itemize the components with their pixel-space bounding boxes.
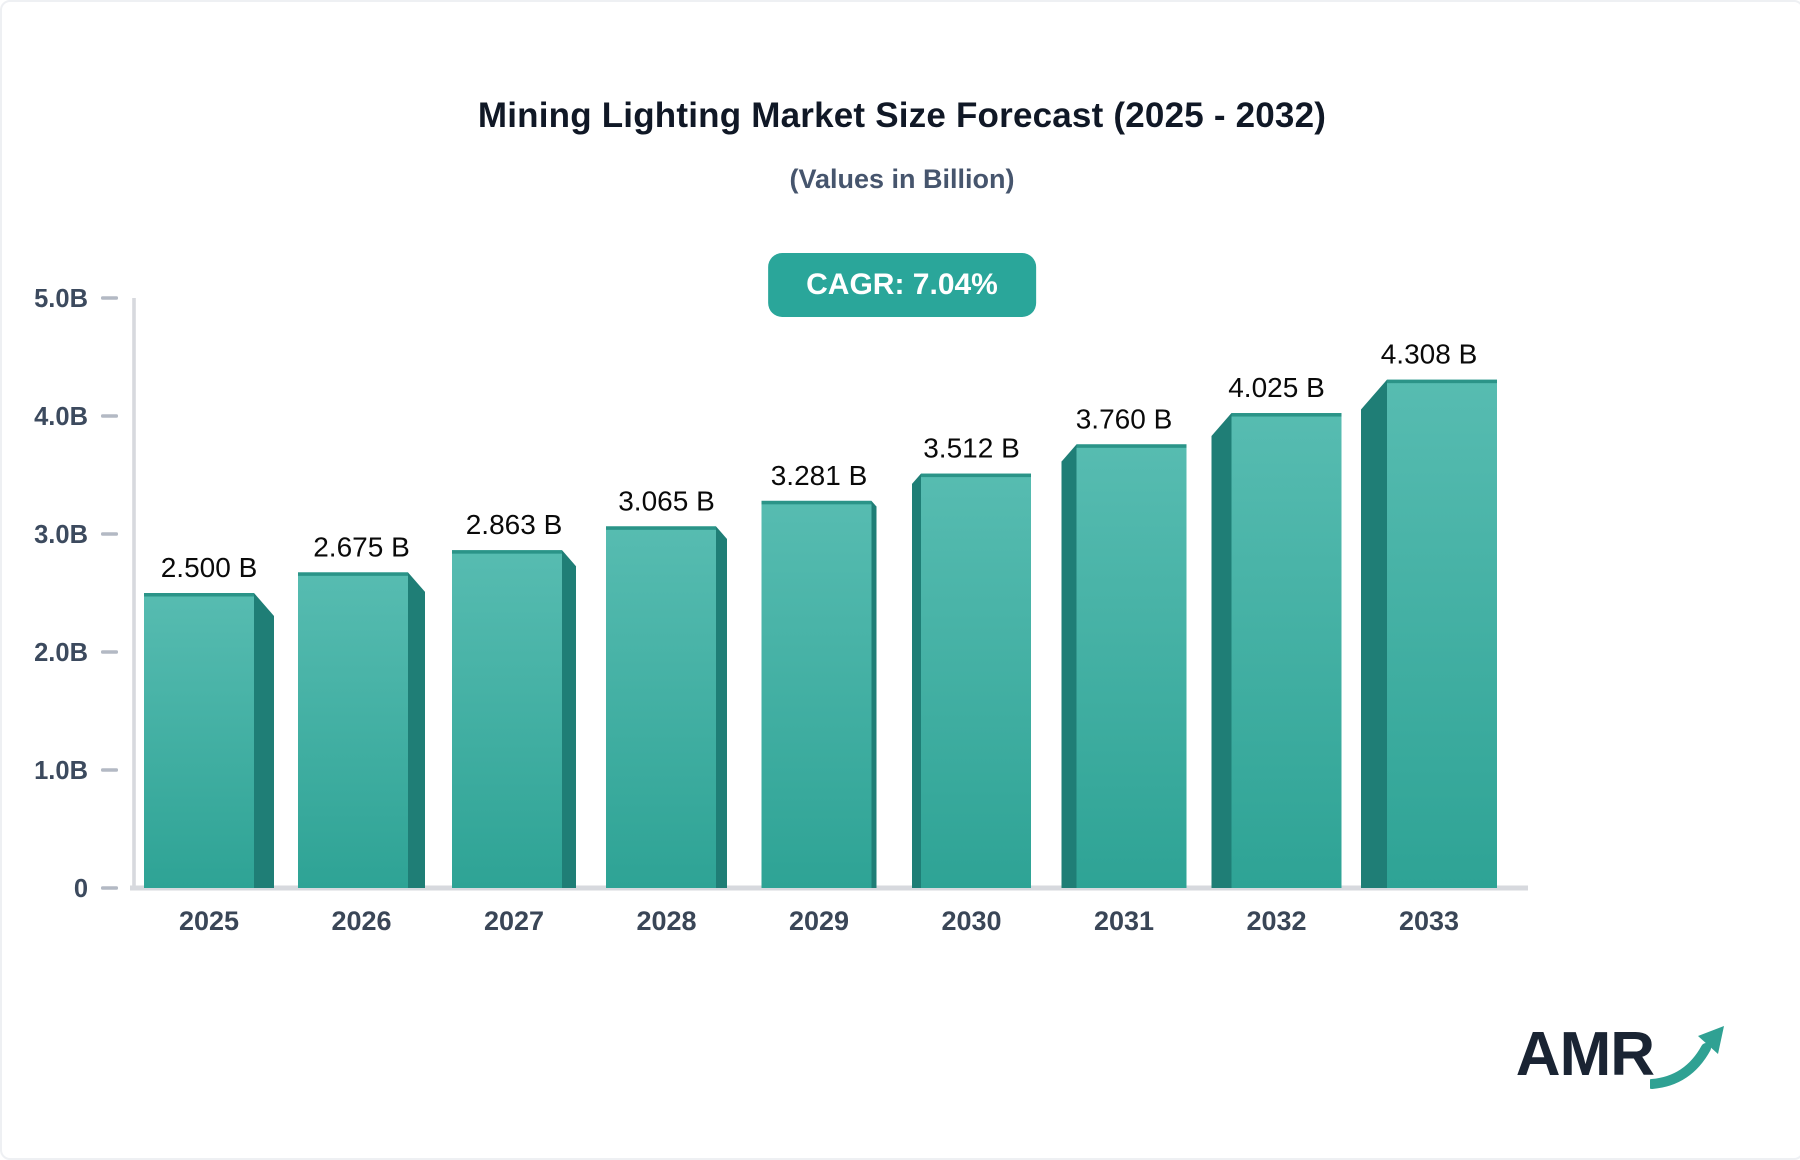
y-tick-label: 4.0B (34, 403, 88, 431)
bar-side (871, 500, 877, 888)
y-tick-label: 1.0B (34, 757, 88, 785)
y-tick-label: 0 (74, 875, 88, 903)
x-category-label: 2026 (331, 906, 391, 936)
bar-top-edge (761, 500, 872, 505)
y-axis-line (132, 298, 136, 888)
bar-value-label: 3.281 B (771, 460, 868, 491)
bar-value-label: 4.308 B (1381, 339, 1478, 370)
bar-top-edge (1231, 413, 1342, 417)
bar-face (606, 526, 716, 888)
amr-logo-text: AMR (1515, 1020, 1655, 1089)
x-category-label: 2027 (484, 906, 544, 936)
y-tick-dash (101, 886, 118, 890)
amr-logo: AMR (1516, 1024, 1726, 1095)
y-tick-label: 5.0B (34, 285, 88, 313)
bar-face (921, 473, 1031, 888)
bar-face (1387, 379, 1497, 888)
bar-top-edge (298, 572, 408, 576)
bar-face (452, 550, 562, 888)
bar-side (1211, 413, 1232, 888)
bar-face (144, 593, 254, 888)
bar-face (1231, 413, 1342, 888)
y-tick-label: 3.0B (34, 521, 88, 549)
bar-top-edge (1387, 379, 1497, 384)
growth-arrow-icon (1647, 1022, 1726, 1095)
bar-side (1361, 379, 1387, 888)
x-category-label: 2029 (789, 906, 849, 936)
bar-value-label: 2.863 B (466, 509, 563, 540)
bar-value-label: 4.025 B (1228, 372, 1325, 403)
bar-side (1061, 444, 1077, 888)
chart-subtitle: (Values in Billion) (789, 164, 1015, 194)
chart-title: Mining Lighting Market Size Forecast (20… (477, 96, 1327, 135)
bar-value-label: 2.675 B (313, 531, 410, 562)
x-category-label: 2028 (636, 906, 696, 936)
bar-side (254, 593, 274, 888)
bar-side (408, 572, 425, 888)
bar-face (1076, 444, 1187, 888)
bar-top-edge (1076, 444, 1187, 448)
bar-face (761, 500, 872, 888)
bar-side (562, 550, 576, 888)
x-category-label: 2033 (1399, 906, 1459, 936)
bar-side (912, 473, 921, 888)
bar-top-edge (452, 550, 562, 554)
y-tick-dash (101, 768, 118, 772)
bar-side (716, 526, 727, 888)
bar-value-label: 3.512 B (923, 433, 1020, 464)
bar-value-label: 2.500 B (161, 552, 258, 583)
x-category-label: 2031 (1094, 906, 1154, 936)
x-category-label: 2025 (179, 906, 239, 936)
bar-face (298, 572, 408, 888)
bar-top-edge (144, 593, 254, 597)
x-category-label: 2032 (1246, 906, 1306, 936)
y-tick-dash (101, 296, 118, 300)
y-tick-label: 2.0B (34, 639, 88, 667)
y-tick-dash (101, 532, 118, 536)
bar-top-edge (921, 473, 1031, 478)
y-tick-dash (101, 650, 118, 654)
y-tick-dash (101, 414, 118, 418)
bar-value-label: 3.760 B (1076, 403, 1173, 434)
bar-top-edge (606, 526, 716, 530)
x-category-label: 2030 (941, 906, 1001, 936)
cagr-badge: CAGR: 7.04% (768, 253, 1036, 317)
bar-value-label: 3.065 B (618, 485, 715, 516)
